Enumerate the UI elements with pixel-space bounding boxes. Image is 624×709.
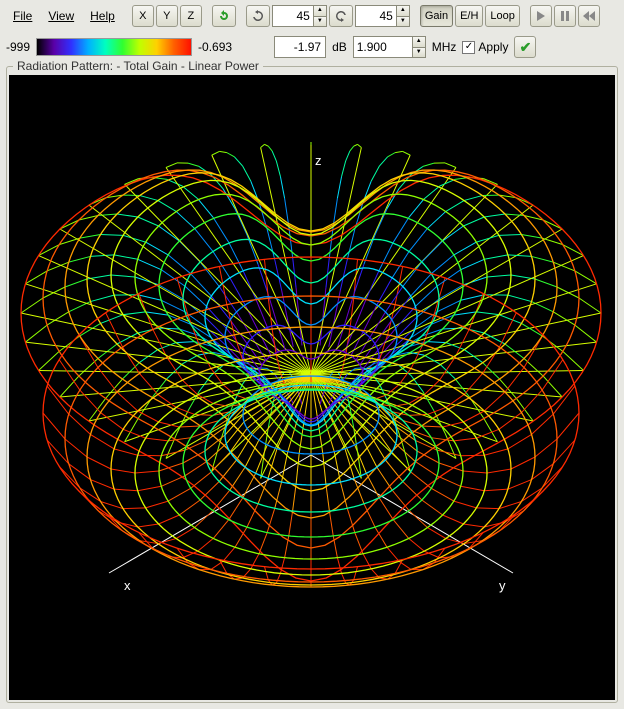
- rotation-angle-2-input[interactable]: [356, 6, 396, 26]
- color-scale-bar: [36, 38, 192, 56]
- menu-help[interactable]: Help: [83, 5, 122, 27]
- svg-text:y: y: [499, 578, 506, 593]
- spin-down-icon[interactable]: ▼: [413, 48, 425, 58]
- svg-text:z: z: [315, 153, 322, 168]
- play-button[interactable]: [530, 5, 552, 27]
- spin-up-icon[interactable]: ▲: [397, 6, 409, 17]
- mode-gain-button[interactable]: Gain: [420, 5, 453, 27]
- gain-readout: -1.97: [274, 36, 326, 58]
- axis-z-button[interactable]: Z: [180, 5, 202, 27]
- spin-down-icon[interactable]: ▼: [314, 17, 326, 27]
- rewind-button[interactable]: [578, 5, 600, 27]
- spin-up-icon[interactable]: ▲: [413, 37, 425, 48]
- reset-view-button[interactable]: [212, 5, 236, 27]
- pause-icon: [560, 11, 570, 21]
- mode-loop-button[interactable]: Loop: [485, 5, 519, 27]
- radiation-pattern-svg: z x y: [9, 75, 613, 683]
- rotate-ccw-button[interactable]: [246, 5, 270, 27]
- mhz-label: MHz: [432, 40, 457, 54]
- menu-view[interactable]: View: [41, 5, 81, 27]
- menu-file[interactable]: File: [6, 5, 39, 27]
- frequency-spinner[interactable]: ▲▼: [353, 36, 426, 58]
- apply-checkbox[interactable]: ✓ Apply: [462, 40, 508, 54]
- play-icon: [536, 11, 546, 21]
- colorbar-min-label: -999: [6, 40, 30, 54]
- rotate-cw-button[interactable]: [329, 5, 353, 27]
- checkbox-box-icon: ✓: [462, 41, 475, 54]
- mode-eh-button[interactable]: E/H: [455, 5, 483, 27]
- rotate-down-icon: [334, 9, 348, 23]
- viz-title: Radiation Pattern: - Total Gain - Linear…: [13, 59, 263, 73]
- apply-confirm-button[interactable]: ✔: [514, 36, 536, 58]
- rewind-icon: [583, 11, 595, 21]
- rotate-ccw-icon: [251, 9, 265, 23]
- axis-x-button[interactable]: X: [132, 5, 154, 27]
- colorbar-max-label: -0.693: [198, 40, 232, 54]
- svg-text:x: x: [124, 578, 131, 593]
- redo-arrow-icon: [217, 9, 231, 23]
- checkmark-icon: ✔: [520, 39, 532, 56]
- spin-down-icon[interactable]: ▼: [397, 17, 409, 27]
- rotation-angle-1-input[interactable]: [273, 6, 313, 26]
- frequency-input[interactable]: [354, 37, 412, 57]
- db-label: dB: [332, 40, 347, 54]
- pause-button[interactable]: [554, 5, 576, 27]
- spin-up-icon[interactable]: ▲: [314, 6, 326, 17]
- axis-y-button[interactable]: Y: [156, 5, 178, 27]
- radiation-pattern-canvas[interactable]: z x y: [9, 75, 615, 700]
- apply-label: Apply: [478, 40, 508, 54]
- rotation-angle-1-spinner[interactable]: ▲▼: [272, 5, 327, 27]
- rotation-angle-2-spinner[interactable]: ▲▼: [355, 5, 410, 27]
